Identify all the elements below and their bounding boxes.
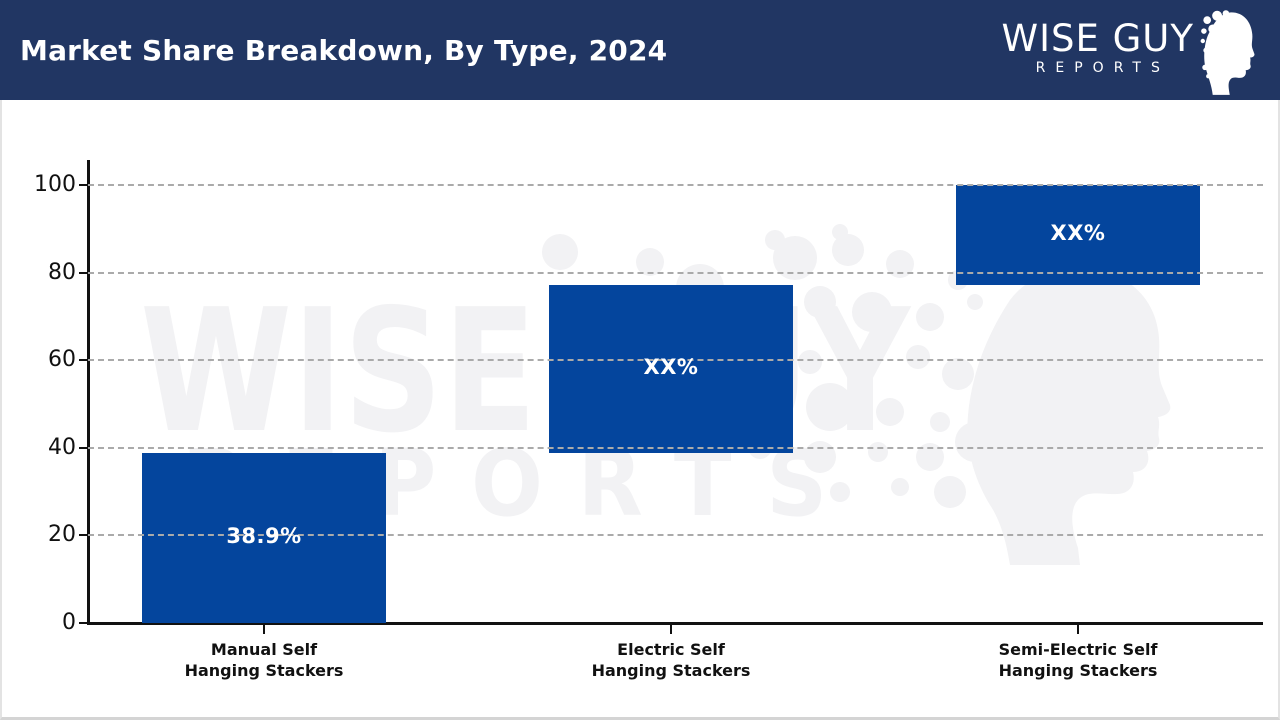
chart-area: WISE GUY REPORTS <box>0 100 1280 720</box>
gridline <box>88 446 1263 449</box>
x-axis-line <box>87 622 1263 625</box>
gridline <box>88 534 1263 537</box>
logo-face-icon <box>1200 10 1255 95</box>
x-tick-label-line: Semi-Electric Self <box>998 640 1158 659</box>
y-tick-label: 20 <box>48 522 76 548</box>
y-axis-line <box>87 160 90 625</box>
header-bar: Market Share Breakdown, By Type, 2024 WI… <box>0 0 1280 100</box>
y-axis-tick <box>79 622 88 624</box>
x-tick-label-line: Hanging Stackers <box>184 661 344 680</box>
logo-subtitle: REPORTS <box>1035 60 1170 76</box>
y-axis-tick <box>79 271 88 274</box>
bar <box>142 452 386 623</box>
y-axis-tick <box>79 446 88 449</box>
logo-text: WISE GUY REPORTS <box>1002 20 1194 77</box>
y-tick-label: 80 <box>48 259 76 285</box>
gridline <box>88 271 1263 274</box>
y-tick-label: 40 <box>48 434 76 460</box>
y-tick-label: 100 <box>34 172 76 197</box>
logo-name: WISE GUY <box>1001 17 1194 60</box>
y-tick-label: 0 <box>62 610 76 635</box>
x-tick-label-line: Hanging Stackers <box>591 661 751 680</box>
y-axis-tick <box>79 359 88 362</box>
watermark-face <box>967 268 1171 565</box>
x-tick-label: Manual Self Hanging Stackers <box>134 639 394 681</box>
y-tick-label: 60 <box>48 347 76 373</box>
bar-value-label: XX% <box>643 354 699 379</box>
y-axis-tick <box>79 184 88 186</box>
gridline <box>88 359 1263 362</box>
x-tick-label: Electric Self Hanging Stackers <box>541 639 801 681</box>
x-tick-label-line: Hanging Stackers <box>998 661 1158 680</box>
x-axis-tick <box>1077 625 1079 634</box>
x-axis-tick <box>670 625 672 634</box>
x-axis-tick <box>263 625 265 634</box>
wise-guy-reports-logo: WISE GUY REPORTS <box>1002 4 1266 96</box>
y-axis-tick <box>79 534 88 537</box>
chart-title: Market Share Breakdown, By Type, 2024 <box>20 33 668 67</box>
gridline <box>88 184 1263 186</box>
x-tick-label-line: Manual Self <box>210 640 318 659</box>
bar-value-label: XX% <box>1050 220 1106 245</box>
bar-value-label: 38.9% <box>226 523 302 548</box>
watermark-wise-guy: WISE GUY <box>140 273 912 471</box>
x-tick-label-line: Electric Self <box>617 640 725 659</box>
x-tick-label: Semi-Electric Self Hanging Stackers <box>948 639 1208 681</box>
